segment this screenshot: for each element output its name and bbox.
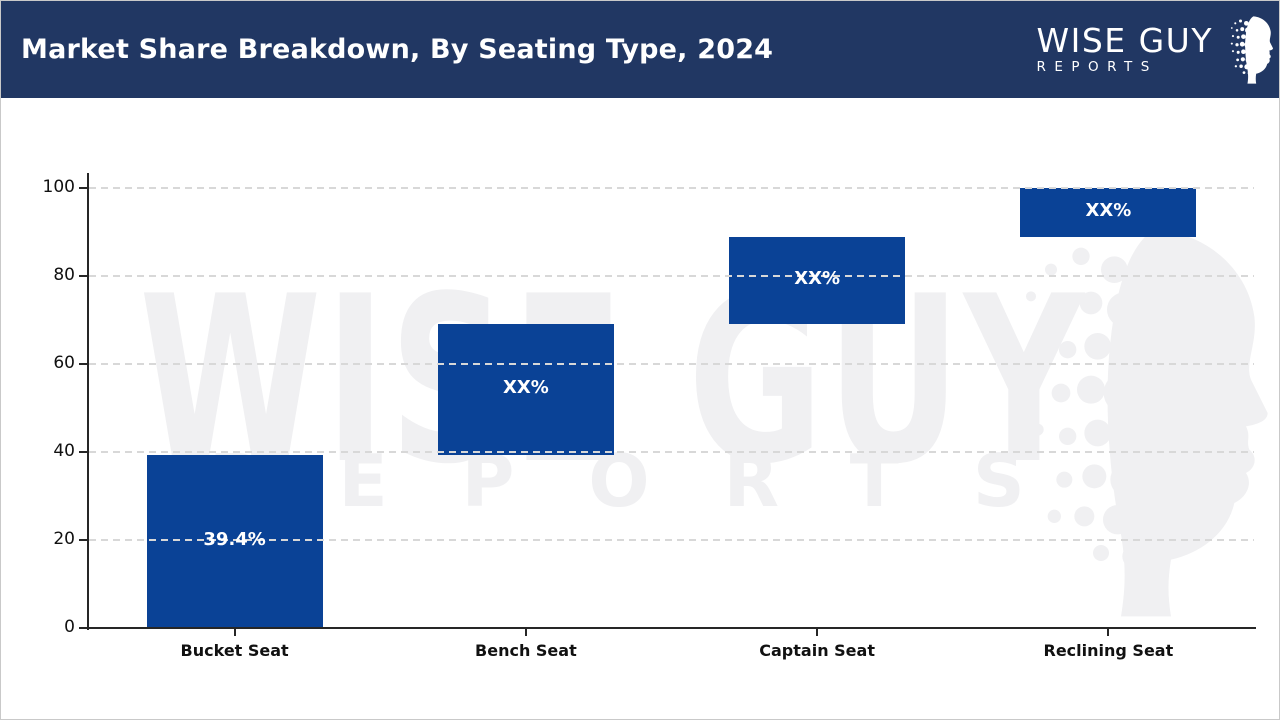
y-axis-spine bbox=[87, 173, 89, 630]
x-tick-mark bbox=[816, 629, 819, 636]
bar bbox=[729, 236, 906, 324]
wiseguy-face-icon bbox=[1230, 15, 1273, 84]
gridline bbox=[89, 187, 1254, 189]
bar-value-label: XX% bbox=[794, 268, 841, 290]
watermark-subtitle: REPORTS bbox=[209, 439, 1099, 523]
bar bbox=[146, 454, 323, 628]
logo-subtitle: REPORTS bbox=[1036, 59, 1158, 76]
y-tick-mark bbox=[79, 363, 87, 365]
x-category-label: Bench Seat bbox=[475, 641, 577, 660]
bar-value-label: XX% bbox=[502, 377, 549, 399]
x-tick-mark bbox=[233, 629, 236, 636]
bar bbox=[1020, 188, 1197, 237]
gridline bbox=[89, 363, 1254, 365]
y-tick-label: 0 bbox=[64, 617, 75, 637]
page-title: Market Share Breakdown, By Seating Type,… bbox=[21, 34, 774, 65]
bar bbox=[437, 323, 614, 455]
x-category-label: Captain Seat bbox=[759, 641, 875, 660]
y-tick-label: 100 bbox=[42, 177, 75, 197]
watermark-face-icon bbox=[1025, 229, 1268, 617]
y-tick-label: 60 bbox=[53, 353, 75, 373]
bar-value-label: XX% bbox=[1085, 200, 1132, 222]
y-tick-mark bbox=[79, 451, 87, 453]
wiseguy-logo: WISE GUY REPORTS bbox=[1036, 15, 1273, 85]
y-tick-label: 20 bbox=[53, 529, 75, 549]
y-tick-label: 80 bbox=[53, 265, 75, 285]
gridline bbox=[89, 451, 1254, 453]
logo-wordmark: WISE GUY bbox=[1036, 20, 1213, 60]
y-tick-mark bbox=[79, 187, 87, 189]
x-category-label: Reclining Seat bbox=[1043, 641, 1174, 660]
y-tick-mark bbox=[79, 539, 87, 541]
gridline bbox=[89, 539, 1254, 541]
header: Market Share Breakdown, By Seating Type,… bbox=[1, 1, 1279, 98]
x-axis-spine bbox=[87, 627, 1256, 629]
y-tick-mark bbox=[79, 627, 87, 629]
bar-value-label: 39.4% bbox=[203, 529, 266, 551]
x-tick-mark bbox=[1107, 629, 1110, 636]
x-tick-mark bbox=[524, 629, 527, 636]
gridline bbox=[89, 275, 1254, 277]
x-category-label: Bucket Seat bbox=[180, 641, 289, 660]
y-tick-label: 40 bbox=[53, 441, 75, 461]
y-tick-mark bbox=[79, 275, 87, 277]
